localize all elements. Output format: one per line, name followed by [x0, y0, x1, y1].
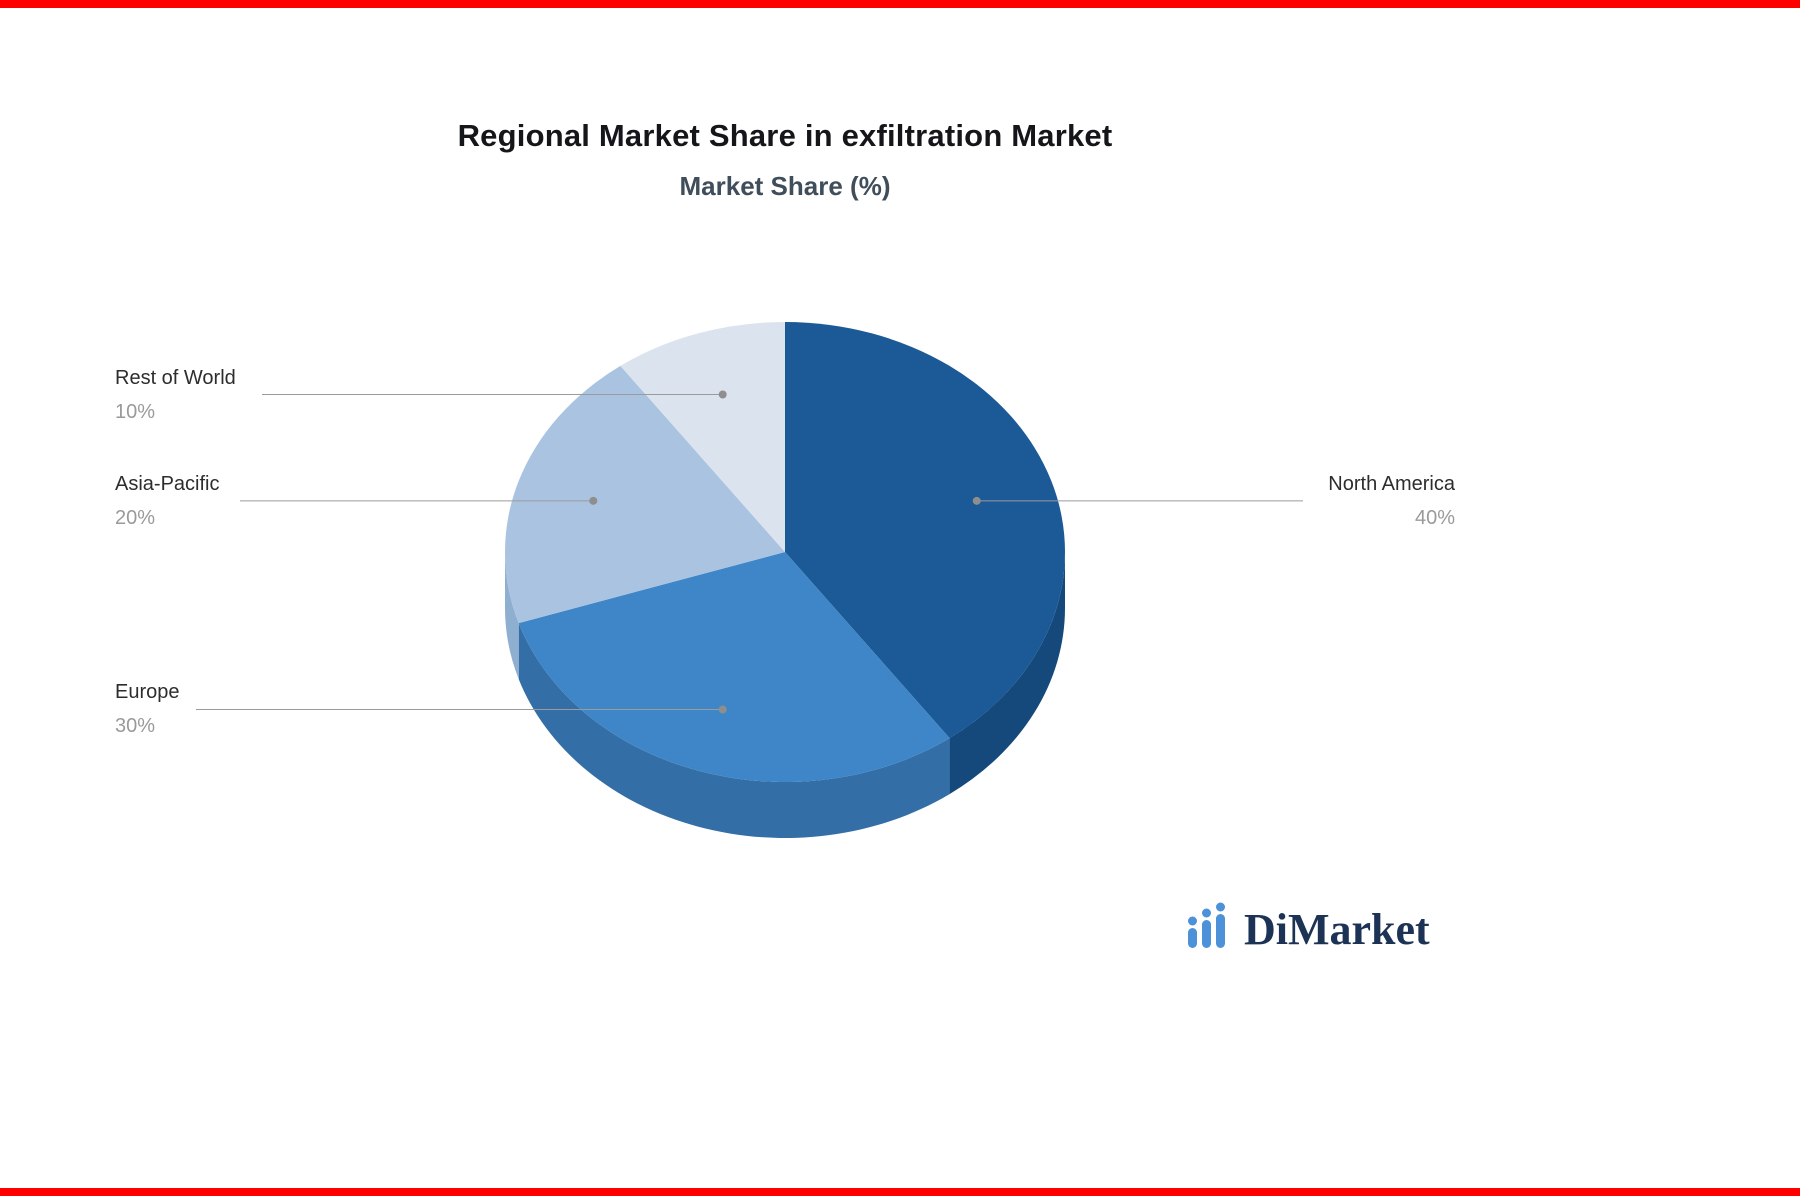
callout-value: 30%: [115, 715, 156, 738]
logo-dot: [1188, 916, 1197, 926]
callout-north-america: North America 40%: [1328, 472, 1455, 530]
chart-header: Regional Market Share in exfiltration Ma…: [0, 118, 1570, 202]
brand-logo: DiMarket: [1186, 902, 1430, 954]
pie-slice-rest-of-world: [620, 322, 785, 552]
callout-value: 10%: [115, 400, 156, 423]
pie-slice-asia-pacific: [505, 365, 785, 624]
top-accent-strip: [0, 0, 1800, 8]
bottom-accent-strip: [0, 1188, 1800, 1196]
pie-slice-side-north-america: [949, 552, 1065, 795]
logo-bar: [1216, 914, 1225, 948]
callout-asia-pacific: Asia-Pacific 20%: [115, 472, 219, 530]
callout-value: 40%: [1414, 506, 1455, 529]
pie-slice-side-europe: [518, 623, 950, 838]
pie-slice-europe: [518, 552, 950, 782]
callout-europe: Europe 30%: [115, 680, 180, 738]
chart-title: Regional Market Share in exfiltration Ma…: [457, 118, 1113, 153]
pie-slice-north-america: [785, 322, 1065, 739]
callout-label: Asia-Pacific: [115, 472, 220, 495]
chart-subtitle: Market Share (%): [679, 171, 891, 201]
callout-label: Europe: [115, 681, 180, 704]
logo-bar: [1202, 920, 1211, 948]
callout-value: 20%: [115, 506, 156, 529]
leader-dot-asia-pacific: [589, 496, 598, 505]
logo-dot: [1202, 908, 1211, 918]
leader-dot-rest-of-world: [718, 390, 727, 399]
callout-label: Rest of World: [115, 366, 236, 389]
brand-name: DiMarket: [1244, 904, 1430, 954]
logo-bar: [1188, 928, 1197, 948]
pie-slice-side-asia-pacific: [505, 552, 519, 680]
leader-dot-europe: [718, 705, 727, 714]
leader-dot-north-america: [972, 496, 981, 505]
callout-rest-of-world: Rest of World 10%: [115, 366, 236, 424]
bar-chart-icon: [1188, 902, 1225, 948]
logo-dot: [1216, 902, 1225, 912]
callout-label: North America: [1328, 472, 1455, 495]
